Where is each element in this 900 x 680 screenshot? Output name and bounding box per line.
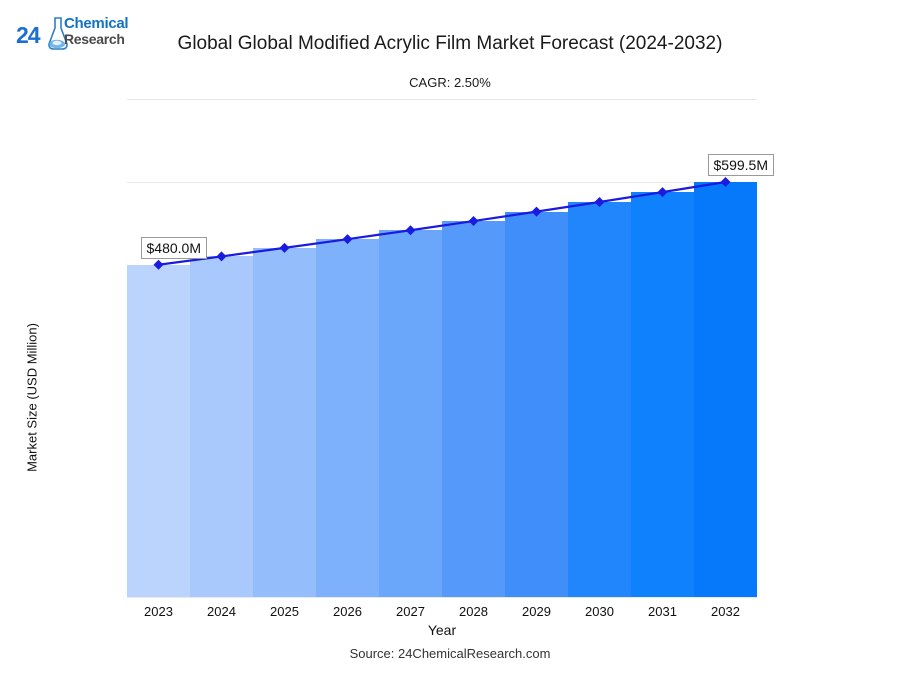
bar-2024[interactable] (190, 256, 253, 597)
chart-subtitle: CAGR: 2.50% (409, 75, 491, 90)
site-logo: 24 Chemical Research (16, 14, 129, 57)
y-axis-label: Market Size (USD Million) (24, 323, 40, 472)
x-axis-tick-2025: 2025 (270, 604, 299, 619)
value-label-2023: $480.0M (140, 236, 207, 259)
x-axis-label: Year (427, 622, 457, 638)
x-axis-tick-2029: 2029 (522, 604, 551, 619)
gridline (127, 99, 757, 100)
x-axis-tick-2032: 2032 (711, 604, 740, 619)
x-axis-tick-2027: 2027 (396, 604, 425, 619)
bar-2029[interactable] (505, 211, 568, 597)
bar-2025[interactable] (253, 247, 316, 597)
source-note: Source: 24ChemicalResearch.com (349, 646, 551, 661)
flask-icon (46, 16, 68, 57)
logo-line1: Chemical (64, 15, 129, 32)
bar-2028[interactable] (442, 221, 505, 597)
x-axis-tick-2030: 2030 (585, 604, 614, 619)
x-axis-tick-2026: 2026 (333, 604, 362, 619)
x-axis-tick-2028: 2028 (459, 604, 488, 619)
x-axis-tick-2031: 2031 (648, 604, 677, 619)
bar-2026[interactable] (316, 239, 379, 597)
chart-title: Global Global Modified Acrylic Film Mark… (177, 33, 723, 54)
logo-line2: Research (64, 31, 125, 47)
bar-series (127, 99, 757, 597)
bar-2027[interactable] (379, 230, 442, 597)
bar-2030[interactable] (568, 202, 631, 597)
bar-2023[interactable] (127, 264, 190, 597)
gridline (127, 597, 757, 598)
logo-number: 24 (16, 22, 41, 48)
bar-2031[interactable] (631, 192, 694, 597)
plot-area (127, 99, 757, 598)
x-axis-tick-2023: 2023 (144, 604, 173, 619)
bar-2032[interactable] (694, 182, 757, 597)
logo-wordmark: Chemical Research (64, 15, 129, 48)
x-axis-tick-2024: 2024 (207, 604, 236, 619)
value-label-2032: $599.5M (707, 154, 774, 176)
